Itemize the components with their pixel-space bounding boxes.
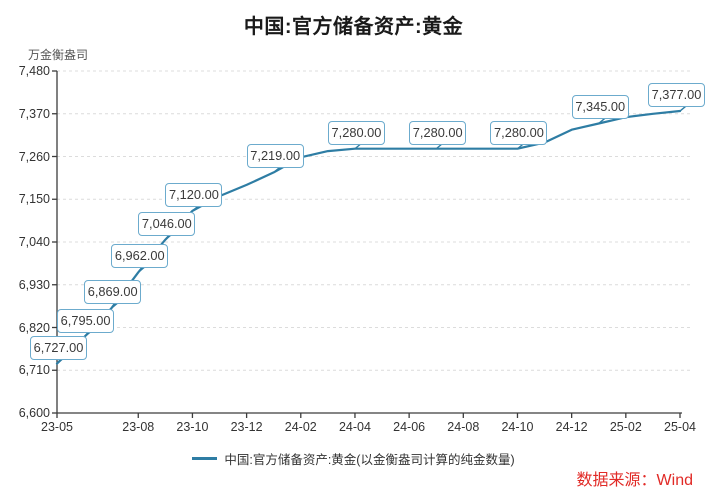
y-axis-unit-label: 万金衡盎司: [28, 48, 89, 62]
data-source-label: 数据来源：Wind: [576, 472, 693, 489]
legend-label: 中国:官方储备资产:黄金(以金衡盎司计算的纯金数量): [224, 452, 515, 467]
legend-line-swatch: [192, 456, 218, 460]
series-line: [55, 109, 682, 365]
data-label-connector: [679, 105, 687, 112]
chart-title: 中国:官方储备资产:黄金: [243, 16, 464, 38]
legend: 中国:官方储备资产:黄金(以金衡盎司计算的纯金数量): [0, 449, 707, 467]
